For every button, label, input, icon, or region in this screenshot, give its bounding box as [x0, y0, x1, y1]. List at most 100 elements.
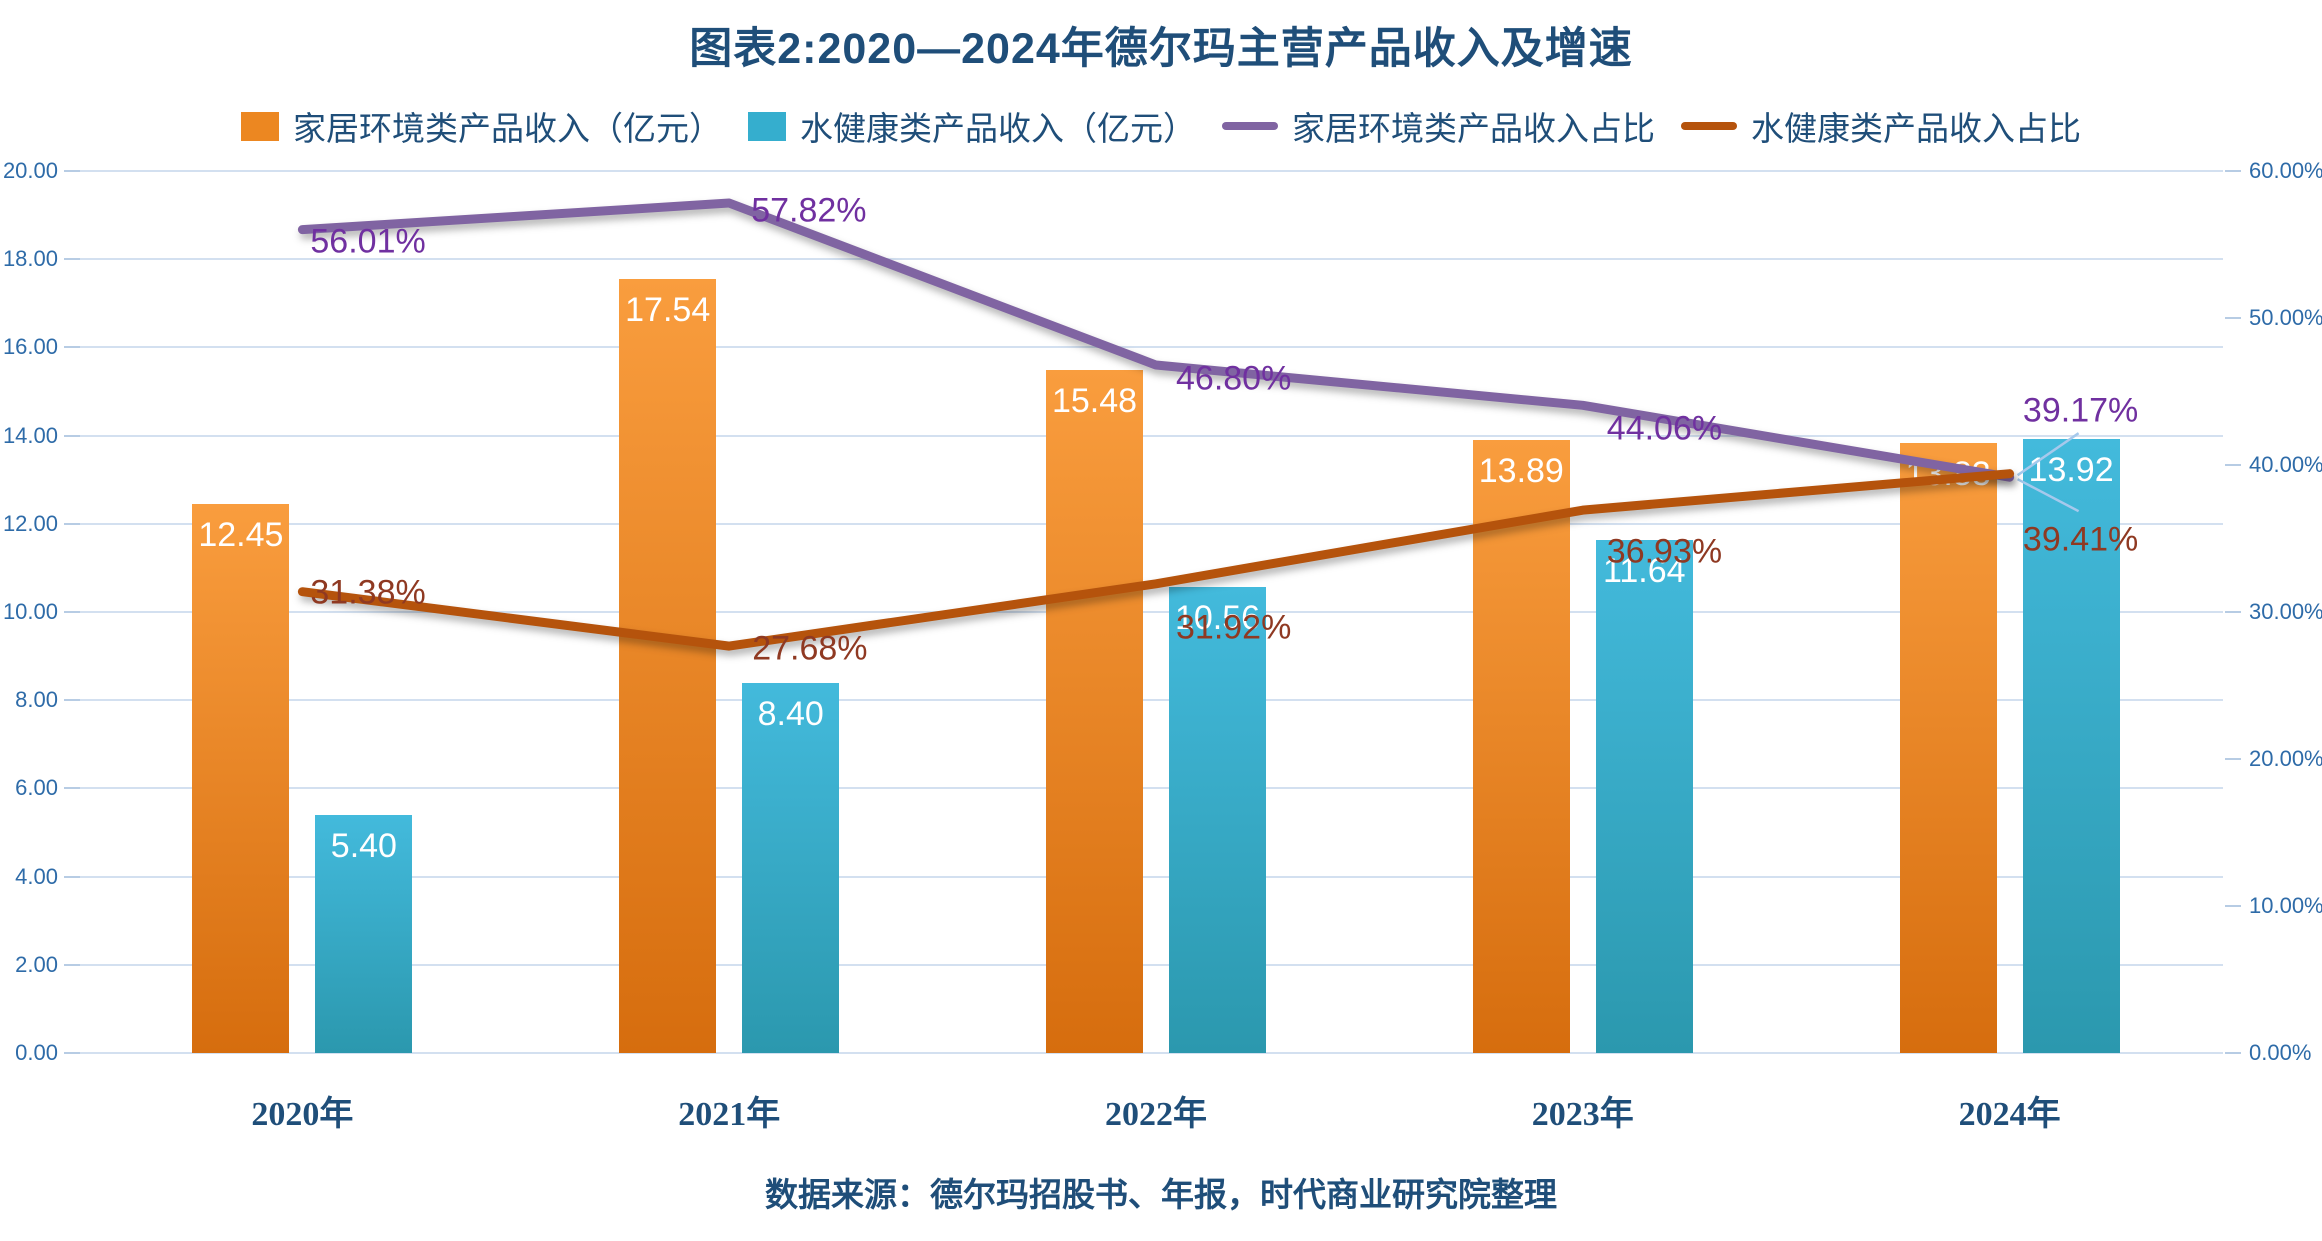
bar-home-env-revenue — [1046, 370, 1143, 1053]
water-health-share-line — [297, 469, 2015, 651]
gridline — [78, 258, 2223, 261]
y-axis-tick-label-left: 20.00 — [2, 158, 58, 183]
y-axis-tick-left — [64, 258, 80, 261]
bar-value-label: 11.64 — [1603, 551, 1686, 590]
y-axis-tick-right — [2225, 611, 2241, 613]
y-axis-tick-left — [64, 963, 80, 966]
line-point-label: 31.38% — [310, 573, 426, 612]
y-axis-tick-label-left: 16.00 — [2, 334, 58, 360]
y-axis-tick-left — [64, 699, 80, 702]
legend-item-water-health-revenue: 水健康类产品收入（亿元） — [748, 102, 1196, 150]
bar-home-env-revenue — [192, 503, 290, 1053]
x-axis-label: 2024年 — [1958, 1096, 2061, 1133]
y-axis-tick-label-left: 14.00 — [2, 422, 58, 448]
x-axis-label: 2022年 — [1105, 1096, 1207, 1133]
line-point-label: 56.01% — [310, 222, 426, 261]
line-point-label: 46.80% — [1176, 359, 1292, 398]
legend-item-label: 家居环境类产品收入（亿元） — [293, 112, 722, 148]
y-axis-tick-label-right: 60.00% — [2249, 158, 2322, 183]
bar-home-env-revenue — [1472, 440, 1570, 1053]
y-axis-tick-left — [64, 434, 80, 437]
gridline — [78, 170, 2223, 172]
bar-water-health-revenue — [2022, 439, 2120, 1053]
bar-value-label: 13.89 — [1478, 452, 1564, 491]
y-axis-tick-label-right: 30.00% — [2249, 599, 2322, 624]
y-axis-tick-right — [2225, 758, 2241, 760]
line-swatch-icon — [1681, 122, 1737, 130]
x-axis-label: 2020年 — [251, 1096, 354, 1133]
bar-value-label: 17.54 — [625, 291, 711, 330]
y-axis-tick-right — [2225, 1052, 2241, 1054]
y-axis-tick-label-left: 18.00 — [2, 246, 58, 272]
legend-item-label: 水健康类产品收入占比 — [1751, 112, 2081, 148]
x-axis-label: 2021年 — [678, 1096, 781, 1133]
gridline — [78, 611, 2223, 613]
bar-water-health-revenue — [315, 814, 413, 1053]
label-leader-line — [2017, 478, 2080, 513]
bar-home-env-revenue — [1899, 443, 1997, 1053]
gridline — [78, 522, 2223, 525]
bar-value-label: 5.40 — [330, 826, 397, 865]
y-axis-tick-label-left: 6.00 — [15, 775, 58, 801]
y-axis-tick-label-left: 2.00 — [15, 951, 58, 977]
y-axis-tick-right — [2225, 905, 2241, 907]
legend-item-home-env-share: 家居环境类产品收入占比 — [1222, 102, 1655, 150]
gridline — [78, 875, 2223, 878]
y-axis-tick-left — [64, 170, 80, 172]
legend-item-label: 水健康类产品收入（亿元） — [800, 112, 1196, 148]
y-axis-tick-right — [2225, 317, 2241, 319]
y-axis-tick-label-left: 0.00 — [15, 1040, 58, 1065]
label-leader-line — [2016, 432, 2080, 477]
y-axis-tick-label-left: 10.00 — [2, 599, 58, 624]
bar-value-label: 8.40 — [757, 694, 824, 733]
line-point-label: 57.82% — [751, 191, 867, 230]
x-axis-label: 2023年 — [1531, 1096, 1634, 1133]
gridline — [78, 787, 2223, 790]
gridline — [78, 963, 2223, 966]
y-axis-tick-left — [64, 787, 80, 790]
chart-title: 图表2:2020—2024年德尔玛主营产品收入及增速 — [689, 25, 1633, 73]
y-axis-tick-left — [64, 1052, 80, 1054]
y-axis-tick-label-left: 8.00 — [15, 687, 58, 713]
line-point-label: 39.41% — [2022, 520, 2139, 559]
gridline — [78, 434, 2223, 437]
y-axis-tick-right — [2225, 170, 2241, 172]
y-axis-tick-label-right: 50.00% — [2249, 305, 2322, 330]
bar-value-label: 15.48 — [1051, 382, 1138, 421]
source-note: 数据来源：德尔玛招股书、年报，时代商业研究院整理 — [765, 1178, 1557, 1214]
bar-value-label: 12.45 — [198, 515, 284, 554]
y-axis-tick-left — [64, 875, 80, 878]
y-axis-tick-label-left: 4.00 — [15, 863, 58, 889]
bar-home-env-revenue — [619, 279, 717, 1053]
home-env-share-line — [297, 198, 2015, 482]
y-axis-tick-label-right: 0.00% — [2249, 1040, 2312, 1065]
bar-swatch-icon — [748, 111, 786, 141]
bar-value-label: 10.56 — [1174, 599, 1261, 638]
gridline — [78, 1052, 2223, 1054]
legend-item-home-env-revenue: 家居环境类产品收入（亿元） — [241, 102, 722, 150]
legend-item-water-health-share: 水健康类产品收入占比 — [1681, 102, 2081, 150]
y-axis-tick-left — [64, 346, 80, 349]
y-axis-tick-left — [64, 522, 80, 525]
line-point-label: 27.68% — [752, 629, 868, 668]
y-axis-tick-left — [64, 611, 80, 613]
line-point-label: 36.93% — [1606, 532, 1723, 571]
line-point-label: 31.92% — [1176, 608, 1292, 647]
bar-swatch-icon — [241, 111, 279, 141]
y-axis-tick-label-left: 12.00 — [2, 510, 58, 536]
gridline — [78, 699, 2223, 702]
y-axis-tick-label-right: 40.00% — [2249, 452, 2322, 477]
legend-item-label: 家居环境类产品收入占比 — [1292, 112, 1655, 148]
y-axis-tick-right — [2225, 464, 2241, 466]
legend: 家居环境类产品收入（亿元） 水健康类产品收入（亿元） 家居环境类产品收入占比 水… — [0, 102, 2322, 150]
bar-water-health-revenue — [1595, 539, 1693, 1053]
y-axis-tick-label-right: 10.00% — [2249, 893, 2322, 918]
bar-water-health-revenue — [742, 682, 840, 1053]
gridline — [78, 346, 2223, 349]
line-point-label: 44.06% — [1606, 409, 1723, 448]
bar-water-health-revenue — [1169, 587, 1266, 1053]
y-axis-tick-label-right: 20.00% — [2249, 746, 2322, 771]
